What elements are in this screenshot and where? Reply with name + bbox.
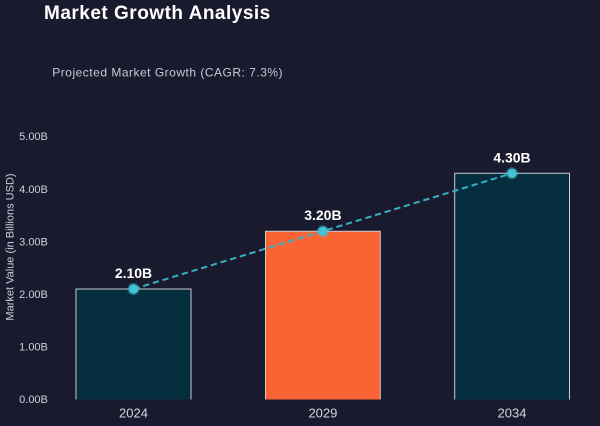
- svg-text:Market Value (in Billions USD): Market Value (in Billions USD): [5, 173, 17, 320]
- svg-text:0.00B: 0.00B: [19, 394, 48, 406]
- svg-text:3.20B: 3.20B: [304, 207, 341, 223]
- svg-text:5.00B: 5.00B: [19, 131, 48, 143]
- svg-text:Market Growth Analysis: Market Growth Analysis: [44, 3, 271, 24]
- svg-text:2029: 2029: [308, 406, 337, 421]
- svg-text:1.00B: 1.00B: [19, 342, 48, 354]
- svg-text:2.10B: 2.10B: [115, 265, 152, 281]
- svg-text:4.30B: 4.30B: [493, 149, 530, 165]
- svg-text:4.00B: 4.00B: [19, 184, 48, 196]
- svg-text:2024: 2024: [119, 406, 148, 421]
- svg-text:3.00B: 3.00B: [19, 236, 48, 248]
- svg-text:Projected Market Growth (CAGR:: Projected Market Growth (CAGR: 7.3%): [52, 66, 283, 80]
- svg-text:2034: 2034: [498, 406, 527, 421]
- svg-text:2.00B: 2.00B: [19, 289, 48, 301]
